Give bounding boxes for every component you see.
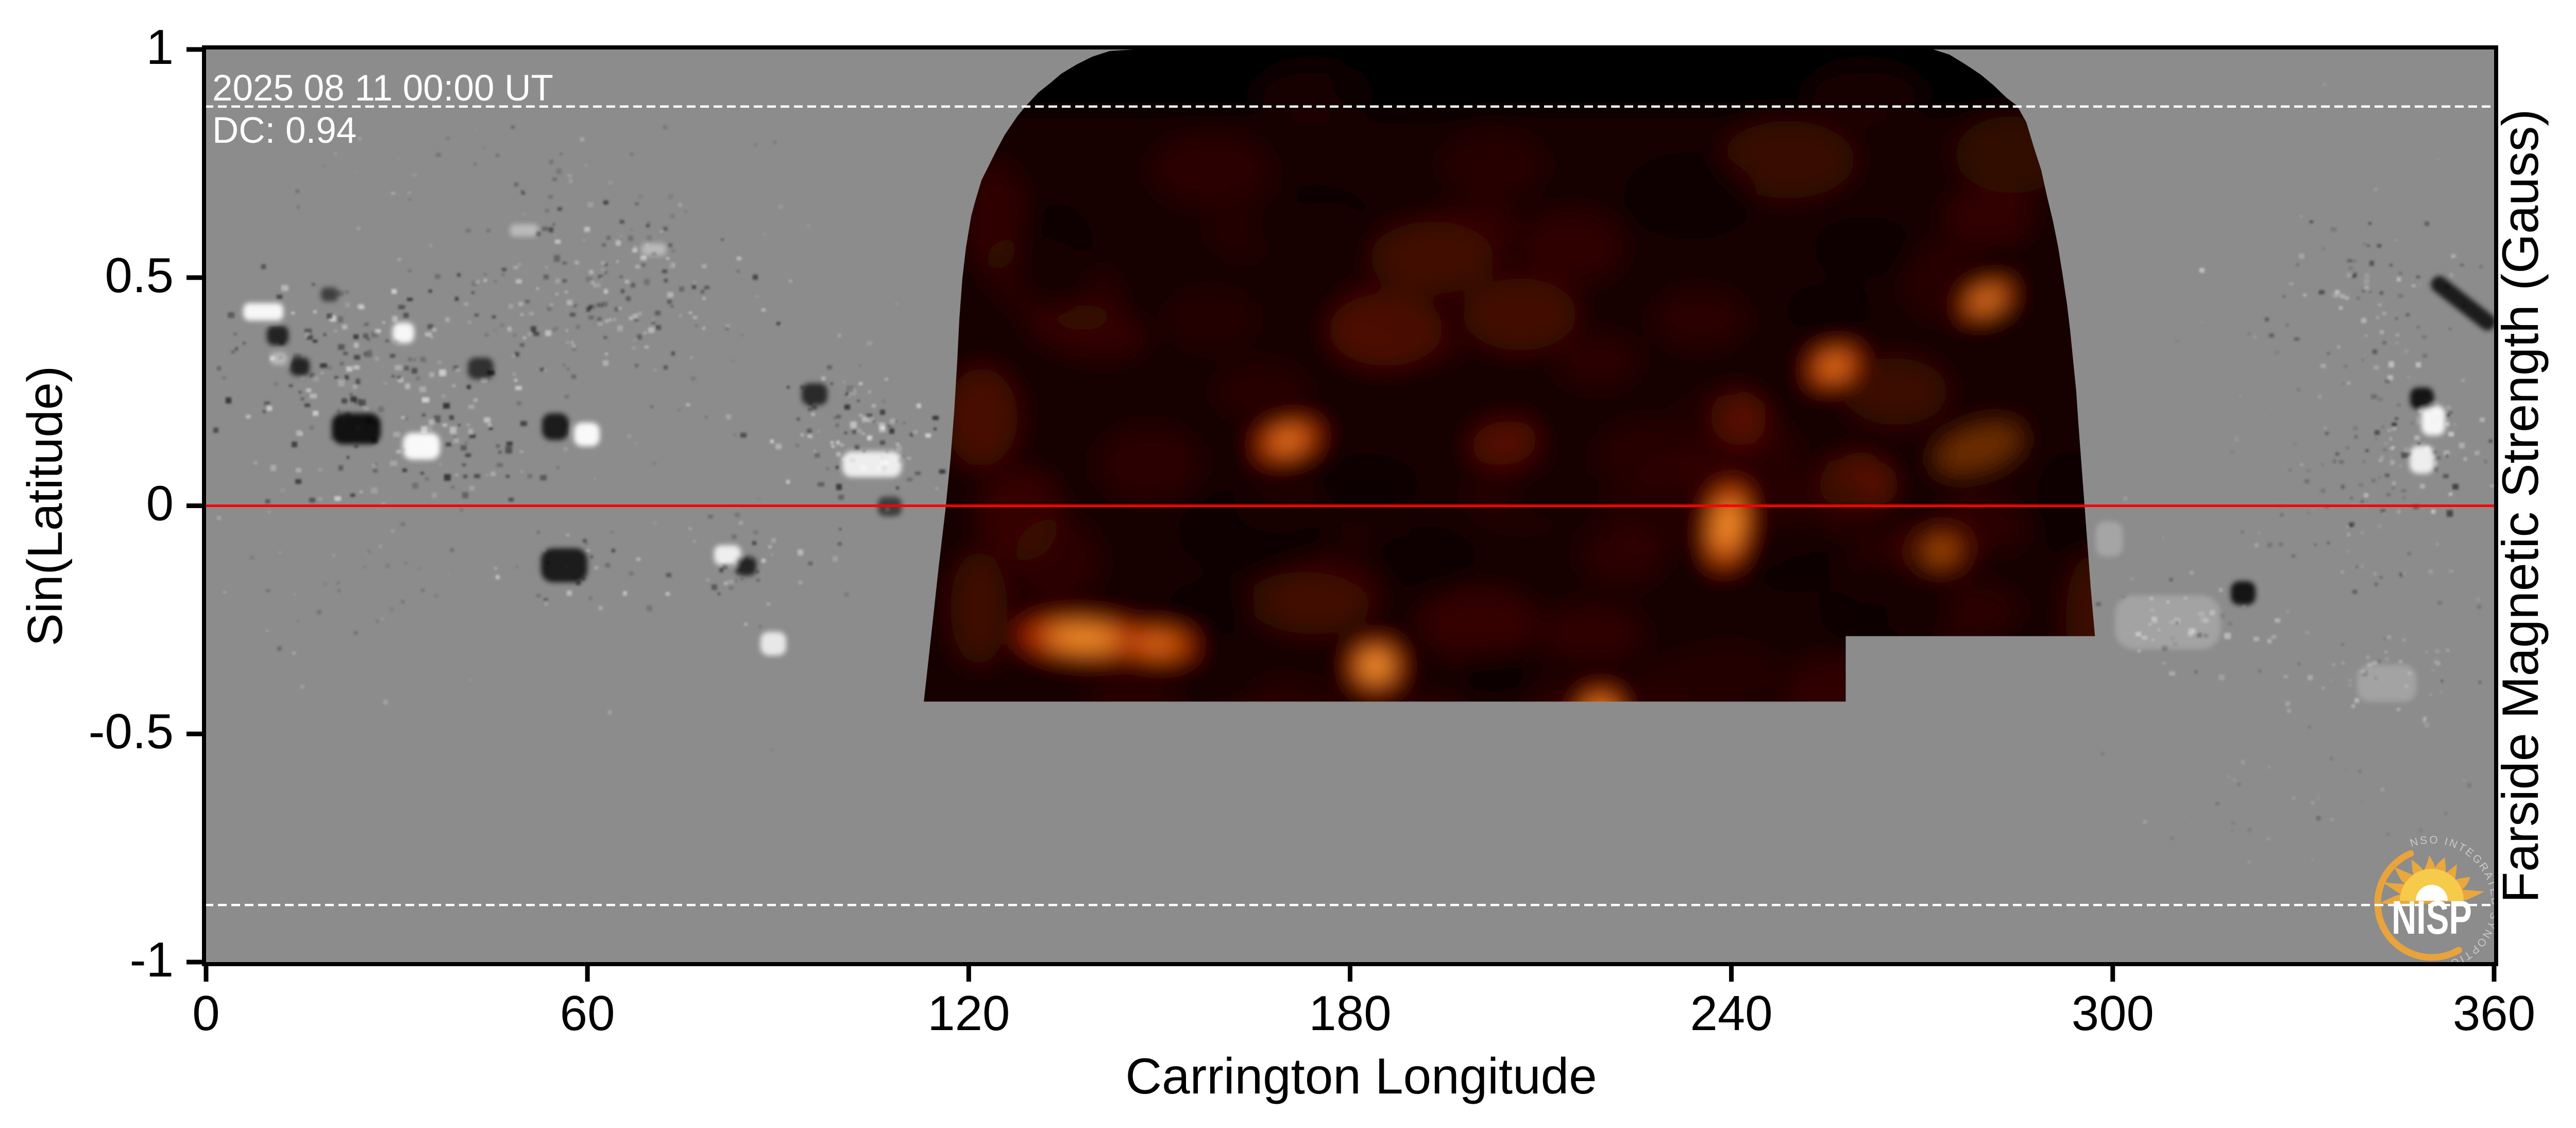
svg-text:Sin(Latitude): Sin(Latitude) (18, 366, 73, 646)
svg-text:240: 240 (1690, 986, 1773, 1041)
svg-text:NISP: NISP (2392, 891, 2472, 944)
svg-text:0: 0 (192, 986, 219, 1041)
svg-text:Carrington Longitude: Carrington Longitude (1125, 1048, 1597, 1104)
svg-text:-1: -1 (130, 932, 174, 987)
svg-text:300: 300 (2072, 986, 2154, 1041)
svg-text:360: 360 (2453, 986, 2535, 1041)
svg-text:-0.5: -0.5 (89, 704, 174, 759)
svg-text:DC: 0.94: DC: 0.94 (212, 110, 357, 151)
svg-text:1: 1 (146, 20, 174, 75)
svg-text:0: 0 (146, 476, 174, 531)
svg-text:120: 120 (927, 986, 1010, 1041)
svg-text:Farside Magnetic Strength (Gau: Farside Magnetic Strength (Gauss) (2492, 109, 2549, 903)
svg-text:180: 180 (1309, 986, 1391, 1041)
svg-text:60: 60 (560, 986, 615, 1041)
svg-text:2025 08 11 00:00 UT: 2025 08 11 00:00 UT (212, 68, 553, 109)
svg-text:0.5: 0.5 (105, 248, 174, 303)
